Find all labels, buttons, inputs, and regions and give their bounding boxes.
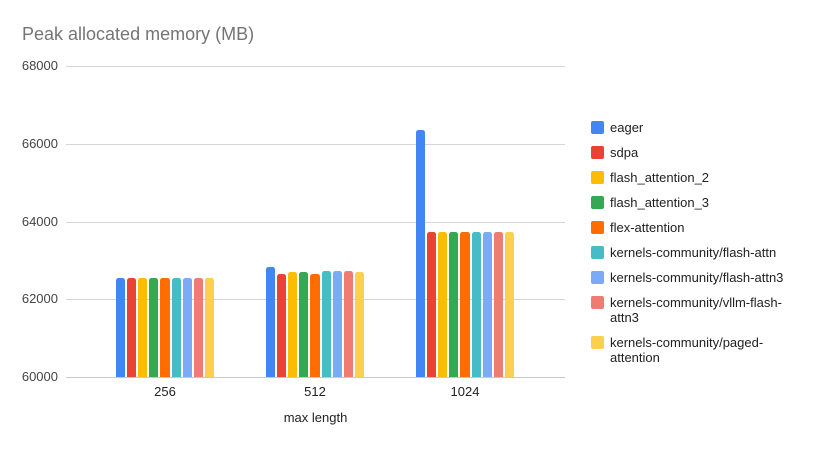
bar-kernels-community-flash-attn — [171, 277, 181, 377]
bar-flash-attention-3 — [149, 277, 159, 377]
legend-swatch-icon — [591, 296, 604, 309]
bar-sdpa — [427, 231, 437, 377]
bar-kernels-community-flash-attn3 — [482, 231, 492, 377]
legend-item-label: kernels-community/vllm-flash- attn3 — [610, 295, 782, 325]
bar-kernels-community-vllm-flash-attn3 — [193, 277, 203, 377]
y-axis-tick-label: 64000 — [21, 213, 58, 229]
bar-flash-attention-2 — [138, 277, 148, 377]
legend-swatch-icon — [591, 171, 604, 184]
bar-eager — [116, 277, 126, 377]
legend-item: kernels-community/vllm-flash- attn3 — [591, 295, 783, 325]
gridline — [66, 66, 565, 67]
bar-flex-attention — [160, 277, 170, 377]
legend-item: sdpa — [591, 145, 783, 160]
bar-kernels-community-flash-attn — [321, 271, 331, 377]
bar-kernels-community-flash-attn3 — [332, 271, 342, 377]
bar-flash-attention-2 — [438, 231, 448, 377]
bar-flex-attention — [460, 231, 470, 377]
legend-item: eager — [591, 120, 783, 135]
legend-item-label: eager — [610, 120, 644, 135]
legend-item-label: flash_attention_2 — [610, 170, 710, 185]
legend-swatch-icon — [591, 246, 604, 259]
legend-swatch-icon — [591, 121, 604, 134]
legend: eager sdpa flash_attention_2 flash_attentio… — [591, 120, 783, 365]
y-axis-tick-label: 66000 — [21, 135, 58, 151]
x-axis-tick-label: 1024 — [450, 384, 480, 399]
legend-item-label: kernels-community/paged- attention — [610, 335, 764, 365]
bar-sdpa — [277, 273, 287, 377]
bar-flash-attention-3 — [449, 231, 459, 377]
x-axis-tick-label: 512 — [304, 384, 326, 399]
legend-swatch-icon — [591, 336, 604, 349]
bar-flash-attention-2 — [288, 272, 298, 377]
y-axis-tick-label: 60000 — [21, 369, 58, 384]
legend-item-label: kernels-community/flash-attn — [610, 245, 777, 260]
y-axis-tick-label: 68000 — [21, 58, 58, 73]
plot-area: 60000 62000 64000 66000 68000 256 512 1024 — [22, 58, 565, 399]
bar-eager — [416, 130, 426, 377]
legend-item-label: flash_attention_3 — [610, 195, 710, 210]
bar-kernels-community-vllm-flash-attn3 — [493, 231, 503, 377]
legend-item: flex-attention — [591, 220, 783, 235]
bar-kernels-community-flash-attn — [471, 231, 481, 377]
bar-eager — [266, 266, 276, 377]
bar-group — [266, 66, 364, 377]
legend-item: kernels-community/flash-attn3 — [591, 270, 783, 285]
legend-item: flash_attention_2 — [591, 170, 783, 185]
bar-flex-attention — [310, 273, 320, 377]
bar-group — [116, 66, 214, 377]
legend-item-label: kernels-community/flash-attn3 — [610, 270, 784, 285]
bar-group — [416, 66, 514, 377]
bar-kernels-community-paged-attention — [204, 277, 214, 377]
legend-swatch-icon — [591, 146, 604, 159]
bar-sdpa — [127, 277, 137, 377]
bar-kernels-community-paged-attention — [504, 231, 514, 377]
legend-swatch-icon — [591, 271, 604, 284]
chart-title: Peak allocated memory (MB) — [22, 24, 255, 44]
y-axis-tick-label: 62000 — [21, 291, 58, 307]
gridline — [66, 221, 565, 223]
legend-swatch-icon — [591, 221, 604, 234]
legend-item: kernels-community/flash-attn — [591, 245, 783, 260]
gridline — [66, 143, 565, 145]
bar-kernels-community-vllm-flash-attn3 — [343, 271, 353, 377]
legend-swatch-icon — [591, 196, 604, 209]
x-axis-title: max length — [283, 410, 348, 425]
legend-item-label: flex-attention — [610, 220, 685, 235]
bar-kernels-community-paged-attention — [354, 272, 364, 377]
legend-item: flash_attention_3 — [591, 195, 783, 210]
bar-flash-attention-3 — [299, 272, 309, 377]
bar-kernels-community-flash-attn3 — [182, 277, 192, 377]
legend-item: kernels-community/paged- attention — [591, 335, 783, 365]
x-axis-tick-label: 256 — [154, 384, 176, 399]
legend-item-label: sdpa — [610, 145, 639, 160]
